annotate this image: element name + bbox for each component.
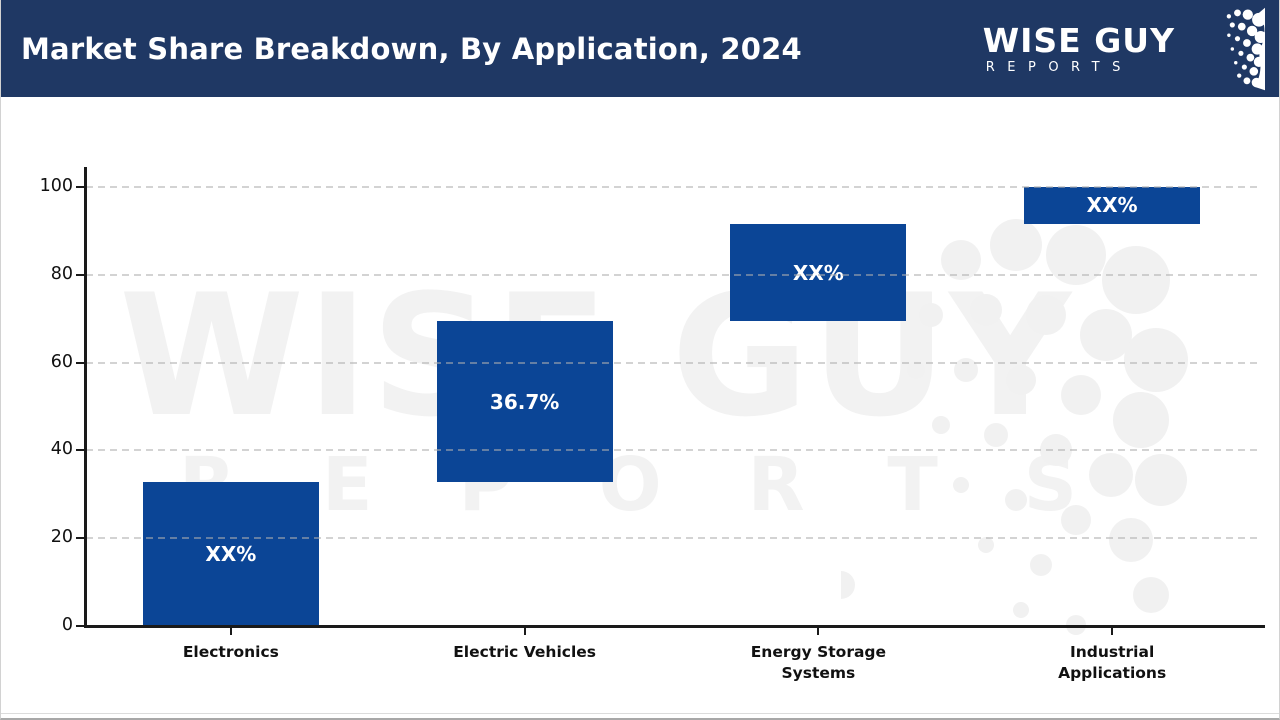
y-tick: [76, 273, 84, 276]
x-category-label: Electric Vehicles: [453, 643, 597, 661]
x-tick: [523, 628, 526, 635]
grid-line: [86, 449, 1259, 452]
bar-electric-vehicles: 36.7%: [436, 321, 613, 483]
plot-area: XX% Electronics 36.7% Electric Vehicles XX% E…: [1, 97, 1279, 718]
y-tick-label: 80: [50, 263, 73, 284]
y-tick: [76, 625, 84, 627]
y-tick-label: 20: [50, 527, 73, 548]
bar-value-label: 36.7%: [489, 389, 560, 414]
y-tick: [76, 537, 84, 540]
grid-line: [86, 537, 1259, 540]
grid-line: [86, 361, 1259, 364]
grid-line: [86, 273, 1259, 276]
x-category-label: Industrial Applications: [1058, 643, 1167, 682]
y-axis-line: [84, 167, 87, 628]
y-tick-label: 60: [50, 351, 73, 372]
logo-brand-subtitle: REPORTS: [985, 59, 1133, 75]
y-tick-label: 40: [50, 439, 73, 460]
x-axis-line: [84, 625, 1265, 628]
y-tick: [76, 186, 84, 188]
header-band: Market Share Breakdown, By Application, …: [1, 0, 1279, 97]
y-tick: [76, 361, 84, 364]
logo-face-dots-icon: [1226, 7, 1265, 90]
bar-energy-storage-systems: XX%: [730, 223, 907, 322]
x-tick: [1111, 628, 1114, 635]
bar-value-label: XX%: [792, 260, 844, 285]
bar-value-label: XX%: [1086, 193, 1138, 218]
logo-brand-name: WISE GUY: [982, 20, 1175, 60]
x-category-label: Electronics: [182, 643, 279, 661]
y-tick-label: 100: [39, 176, 73, 196]
bar-value-label: XX%: [205, 542, 257, 567]
x-tick: [229, 628, 232, 635]
grid-line: [86, 186, 1259, 188]
wiseguy-logo-text: WISE GUY REPORTS: [983, 24, 1175, 74]
footer-divider: [1, 713, 1279, 714]
watermark-subtitle-text: REPORTS: [179, 442, 1164, 528]
watermark-face-dots-icon: [841, 219, 1188, 635]
chart-title: Market Share Breakdown, By Application, …: [21, 31, 802, 66]
y-tick: [76, 449, 84, 452]
x-tick: [817, 628, 820, 635]
y-tick-label: 0: [61, 615, 73, 635]
bar-industrial-applications: XX%: [1024, 187, 1201, 224]
wiseguy-logo: WISE GUY REPORTS: [983, 0, 1265, 97]
bar-electronics: XX%: [142, 482, 319, 626]
x-category-label: Energy Storage Systems: [750, 643, 887, 682]
